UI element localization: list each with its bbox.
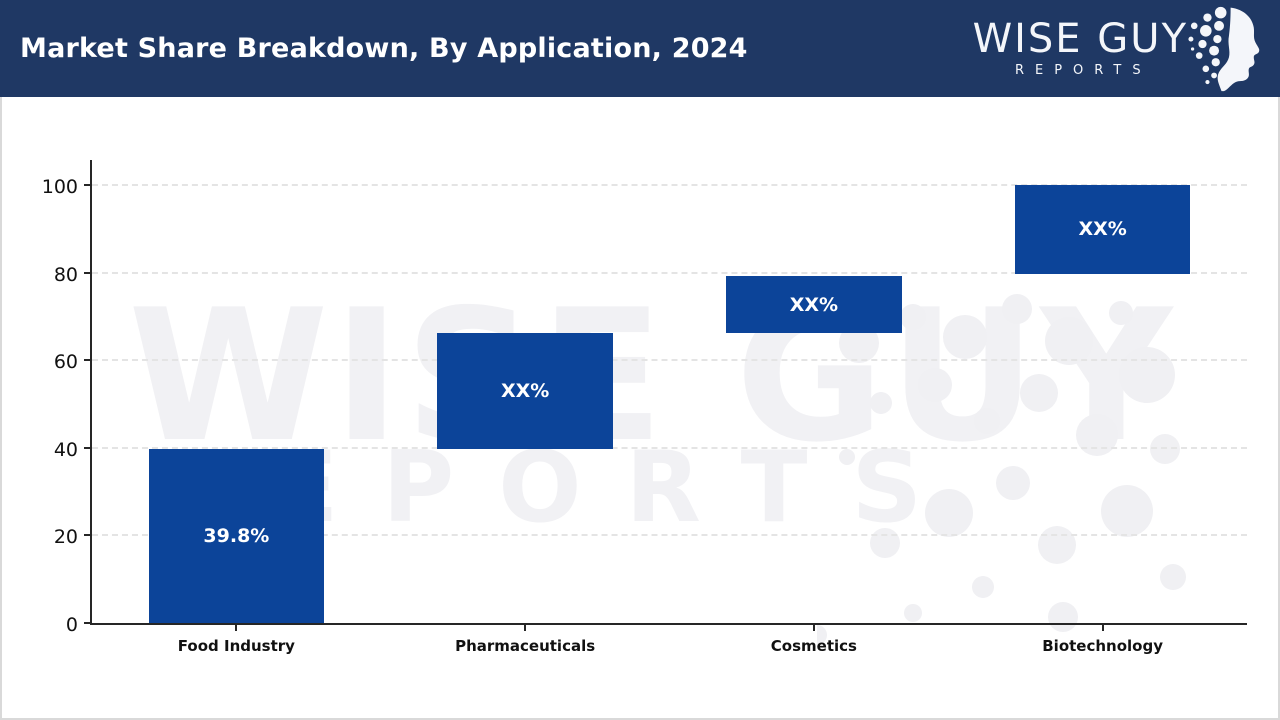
y-tick-mark-20: [84, 534, 92, 537]
plot-area: 0 20 40 60 80 100 39.8% Food Industry XX% Pharmac…: [42, 160, 1247, 655]
y-tick-mark-100: [84, 184, 92, 186]
gridline-y-20: [92, 534, 1247, 537]
bar-value-label: XX%: [789, 293, 839, 316]
y-tick-label-40: 40: [53, 438, 78, 461]
brand-head-icon: [1188, 6, 1260, 91]
category-label-biotechnology: Biotechnology: [1042, 637, 1163, 655]
y-tick-label-20: 20: [53, 526, 78, 549]
category-label-cosmetics: Cosmetics: [770, 637, 857, 655]
brand-subtitle: REPORTS: [1014, 63, 1152, 78]
x-tick-mark-0: [235, 623, 238, 631]
y-tick-label-0: 0: [65, 614, 78, 636]
gridline-y-60: [92, 359, 1247, 362]
bar-value-label: XX%: [1078, 218, 1127, 241]
bar-value-label: XX%: [500, 379, 550, 402]
x-tick-mark-3: [1101, 623, 1104, 631]
header-bar: Market Share Breakdown, By Application, …: [0, 0, 1280, 97]
y-tick-mark-40: [84, 446, 92, 449]
y-tick-label-60: 60: [53, 351, 78, 374]
y-tick-mark-60: [84, 359, 92, 362]
bar-pharmaceuticals: XX%: [437, 333, 613, 449]
page-title: Market Share Breakdown, By Application, …: [20, 33, 748, 64]
brand-logo: WISE GUY REPORTS: [973, 6, 1280, 92]
bar-value-label: 39.8%: [203, 524, 270, 547]
bar-cosmetics: XX%: [726, 276, 902, 334]
y-tick-mark-80: [84, 271, 92, 274]
bar-biotechnology: XX%: [1014, 185, 1191, 274]
x-tick-mark-2: [812, 623, 815, 631]
brand-name: WISE GUY: [972, 16, 1188, 62]
x-tick-mark-1: [524, 623, 527, 631]
category-label-food-industry: Food Industry: [177, 637, 295, 655]
bar-food-industry: 39.8%: [148, 448, 325, 623]
y-tick-label-100: 100: [41, 176, 78, 198]
gridline-y-40: [92, 446, 1247, 449]
gridline-y-100: [92, 184, 1247, 186]
brand-logo-text: WISE GUY REPORTS: [973, 19, 1188, 78]
gridline-y-80: [92, 271, 1247, 274]
chart-panel: WISE GUY REPORTS 0 20: [0, 97, 1280, 720]
category-label-pharmaceuticals: Pharmaceuticals: [455, 637, 596, 655]
y-tick-label-80: 80: [53, 263, 78, 286]
y-tick-mark-0: [84, 622, 92, 624]
